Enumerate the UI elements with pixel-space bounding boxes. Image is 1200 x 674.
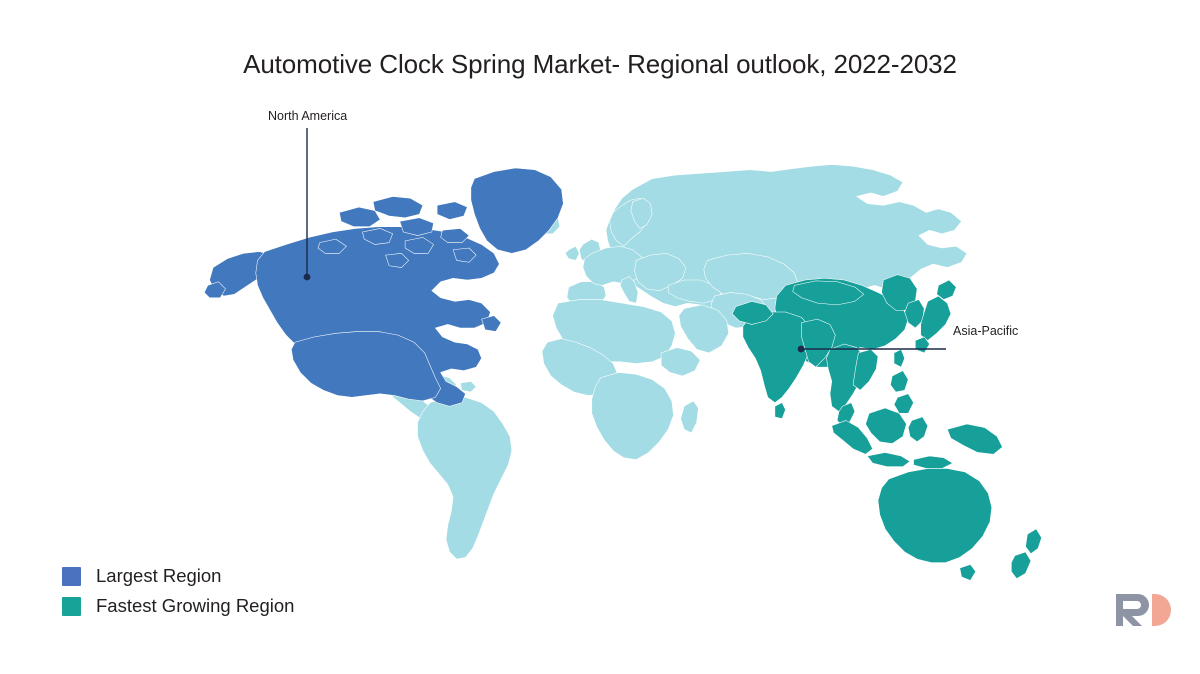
legend-item-largest-region[interactable]: Largest Region — [62, 561, 294, 591]
region-north-america[interactable] — [204, 168, 563, 406]
brand-logo — [1116, 594, 1171, 626]
legend-item-fastest-growing-region[interactable]: Fastest Growing Region — [62, 591, 294, 621]
callout-label-north-america: North America — [268, 109, 348, 123]
logo-letter-r — [1116, 594, 1149, 626]
page-title: Automotive Clock Spring Market- Regional… — [243, 49, 957, 79]
legend: Largest Region Fastest Growing Region — [62, 561, 294, 621]
legend-label-fastest-growing-region: Fastest Growing Region — [96, 595, 295, 616]
region-asia-pacific[interactable] — [732, 275, 1041, 581]
region-other-regions[interactable] — [329, 164, 967, 559]
legend-label-largest-region: Largest Region — [96, 565, 222, 586]
legend-swatch-fastest-growing-region — [62, 596, 81, 616]
world-map-svg — [150, 120, 1110, 600]
logo-half-circle-mark — [1152, 594, 1171, 626]
callout-label-asia-pacific: Asia-Pacific — [953, 324, 1019, 338]
legend-swatch-largest-region — [62, 566, 81, 586]
